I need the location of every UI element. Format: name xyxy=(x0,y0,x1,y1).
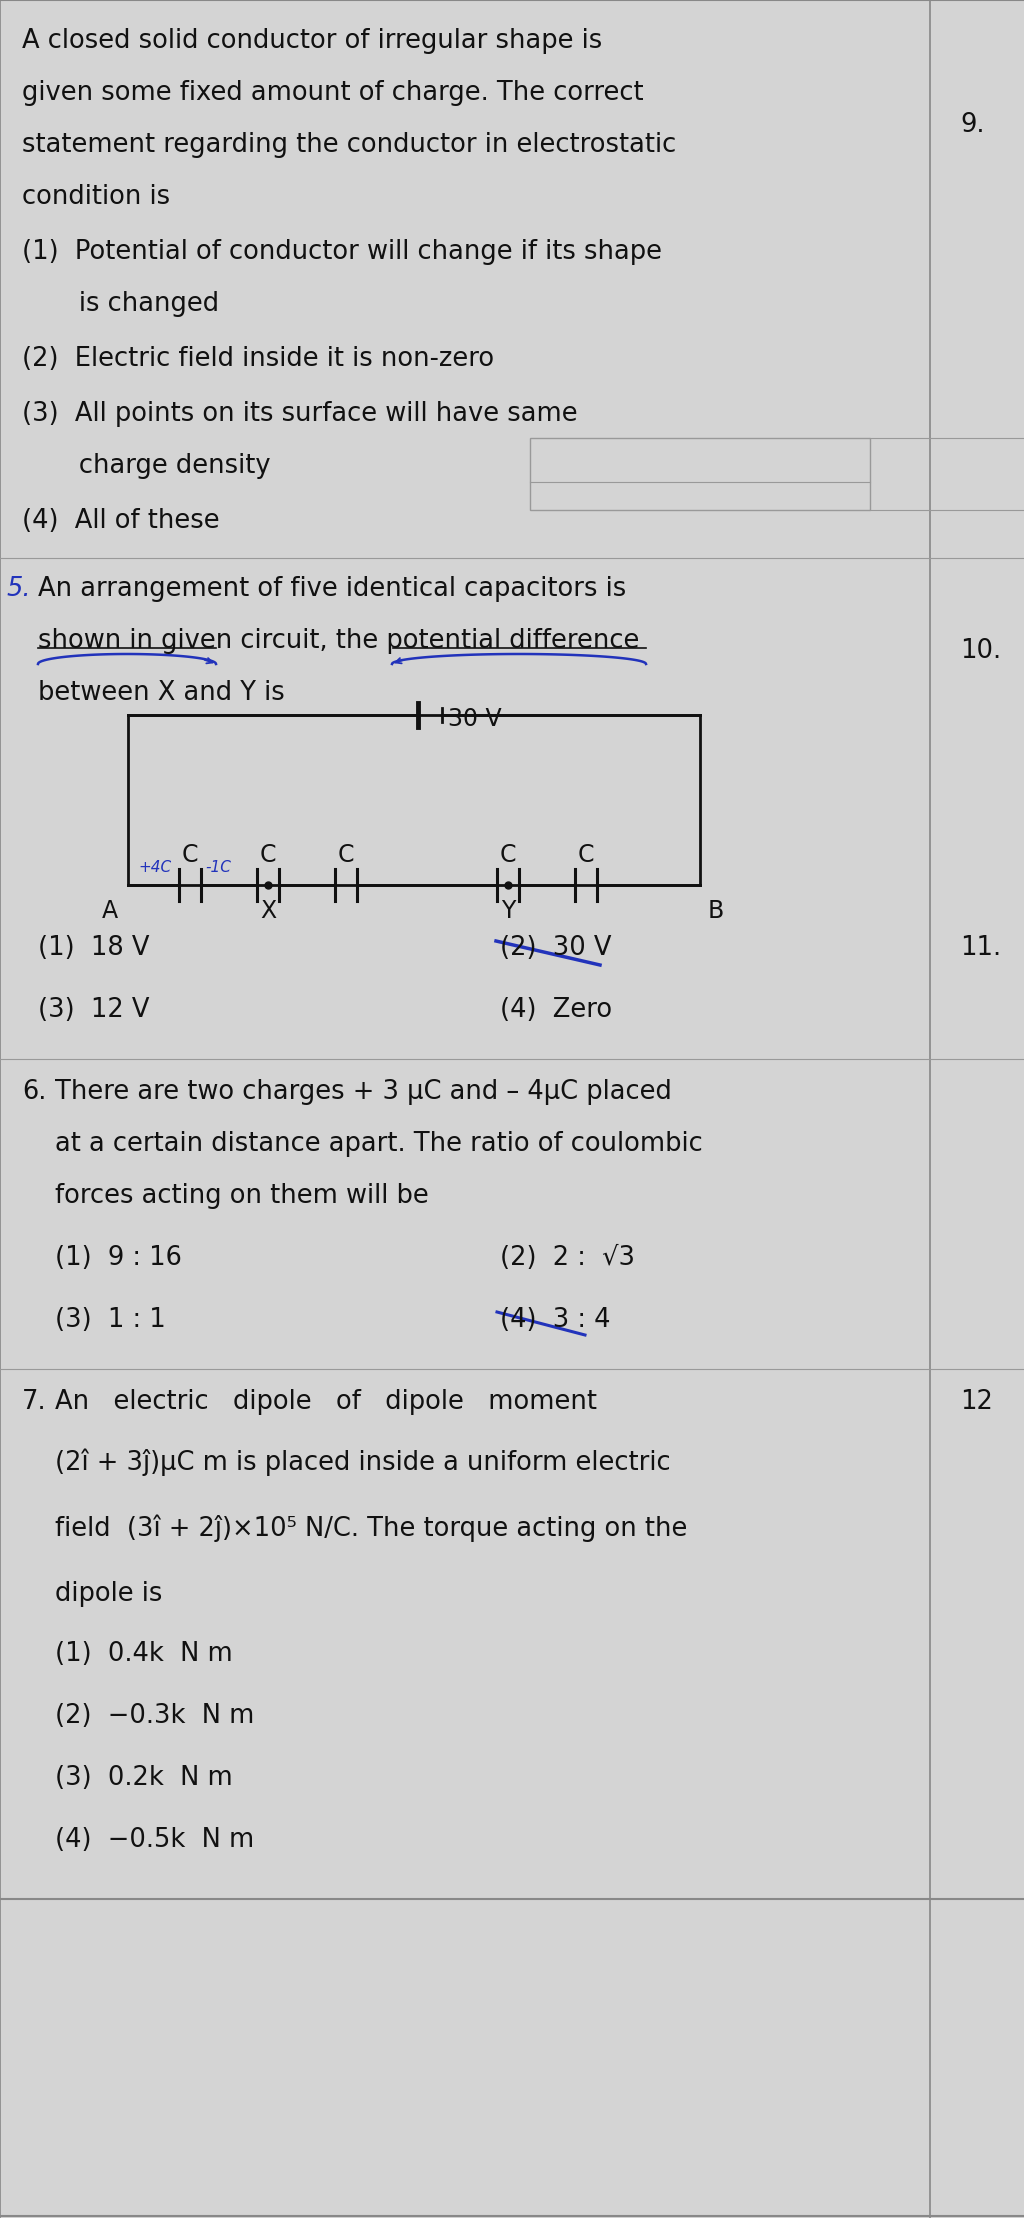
Text: forces acting on them will be: forces acting on them will be xyxy=(55,1182,429,1209)
Text: There are two charges + 3 μC and – 4μC placed: There are two charges + 3 μC and – 4μC p… xyxy=(55,1078,672,1105)
Text: condition is: condition is xyxy=(22,184,170,211)
Text: (3)  All points on its surface will have same: (3) All points on its surface will have … xyxy=(22,401,578,428)
Text: 11.: 11. xyxy=(961,936,1001,960)
Text: C: C xyxy=(260,843,276,867)
Text: (4)  All of these: (4) All of these xyxy=(22,508,219,535)
Text: 10.: 10. xyxy=(961,639,1001,663)
Text: dipole is: dipole is xyxy=(55,1581,163,1608)
Text: X: X xyxy=(260,898,276,923)
Text: given some fixed amount of charge. The correct: given some fixed amount of charge. The c… xyxy=(22,80,644,106)
Text: (3)  1 : 1: (3) 1 : 1 xyxy=(55,1306,166,1333)
Text: -1C: -1C xyxy=(205,861,231,874)
Text: (4)  Zero: (4) Zero xyxy=(500,998,612,1022)
Text: (3)  0.2k  N m: (3) 0.2k N m xyxy=(55,1766,232,1790)
Text: 6.: 6. xyxy=(22,1078,46,1105)
Text: (2)  Electric field inside it is non-zero: (2) Electric field inside it is non-zero xyxy=(22,346,495,373)
Text: C: C xyxy=(181,843,199,867)
Text: (2)  30 V: (2) 30 V xyxy=(500,936,611,960)
Text: (3)  12 V: (3) 12 V xyxy=(38,998,150,1022)
Text: statement regarding the conductor in electrostatic: statement regarding the conductor in ele… xyxy=(22,133,676,157)
Text: (1)  9 : 16: (1) 9 : 16 xyxy=(55,1244,182,1271)
Text: charge density: charge density xyxy=(22,452,270,479)
Text: 9.: 9. xyxy=(961,111,984,138)
Text: (2)  −0.3k  N m: (2) −0.3k N m xyxy=(55,1703,254,1730)
Text: (1)  18 V: (1) 18 V xyxy=(38,936,150,960)
Text: (4)  −0.5k  N m: (4) −0.5k N m xyxy=(55,1828,254,1852)
Text: Y: Y xyxy=(501,898,515,923)
Text: C: C xyxy=(578,843,594,867)
Text: 12: 12 xyxy=(961,1388,993,1415)
Text: (4)  3 : 4: (4) 3 : 4 xyxy=(500,1306,610,1333)
Text: (1)  Potential of conductor will change if its shape: (1) Potential of conductor will change i… xyxy=(22,240,662,264)
Bar xyxy=(530,437,870,510)
Text: between X and Y is: between X and Y is xyxy=(38,681,285,705)
Text: A closed solid conductor of irregular shape is: A closed solid conductor of irregular sh… xyxy=(22,29,602,53)
Text: 5.: 5. xyxy=(6,577,31,601)
Text: +4C: +4C xyxy=(138,861,172,874)
Text: 30 V: 30 V xyxy=(449,708,502,732)
Text: (2î + 3ĵ)μC m is placed inside a uniform electric: (2î + 3ĵ)μC m is placed inside a uniform… xyxy=(55,1448,671,1477)
Text: C: C xyxy=(338,843,354,867)
Text: at a certain distance apart. The ratio of coulombic: at a certain distance apart. The ratio o… xyxy=(55,1131,702,1158)
Text: field  (3î + 2ĵ)×10⁵ N/C. The torque acting on the: field (3î + 2ĵ)×10⁵ N/C. The torque acti… xyxy=(55,1515,687,1542)
Text: shown in given circuit, the potential difference: shown in given circuit, the potential di… xyxy=(38,628,639,654)
Text: (2)  2 :  √3: (2) 2 : √3 xyxy=(500,1244,635,1271)
Text: An   electric   dipole   of   dipole   moment: An electric dipole of dipole moment xyxy=(55,1388,597,1415)
Text: A: A xyxy=(102,898,118,923)
Text: (1)  0.4k  N m: (1) 0.4k N m xyxy=(55,1641,232,1668)
Text: 7.: 7. xyxy=(22,1388,47,1415)
Text: C: C xyxy=(500,843,516,867)
Text: is changed: is changed xyxy=(22,291,219,317)
Text: An arrangement of five identical capacitors is: An arrangement of five identical capacit… xyxy=(38,577,627,601)
Text: B: B xyxy=(708,898,724,923)
